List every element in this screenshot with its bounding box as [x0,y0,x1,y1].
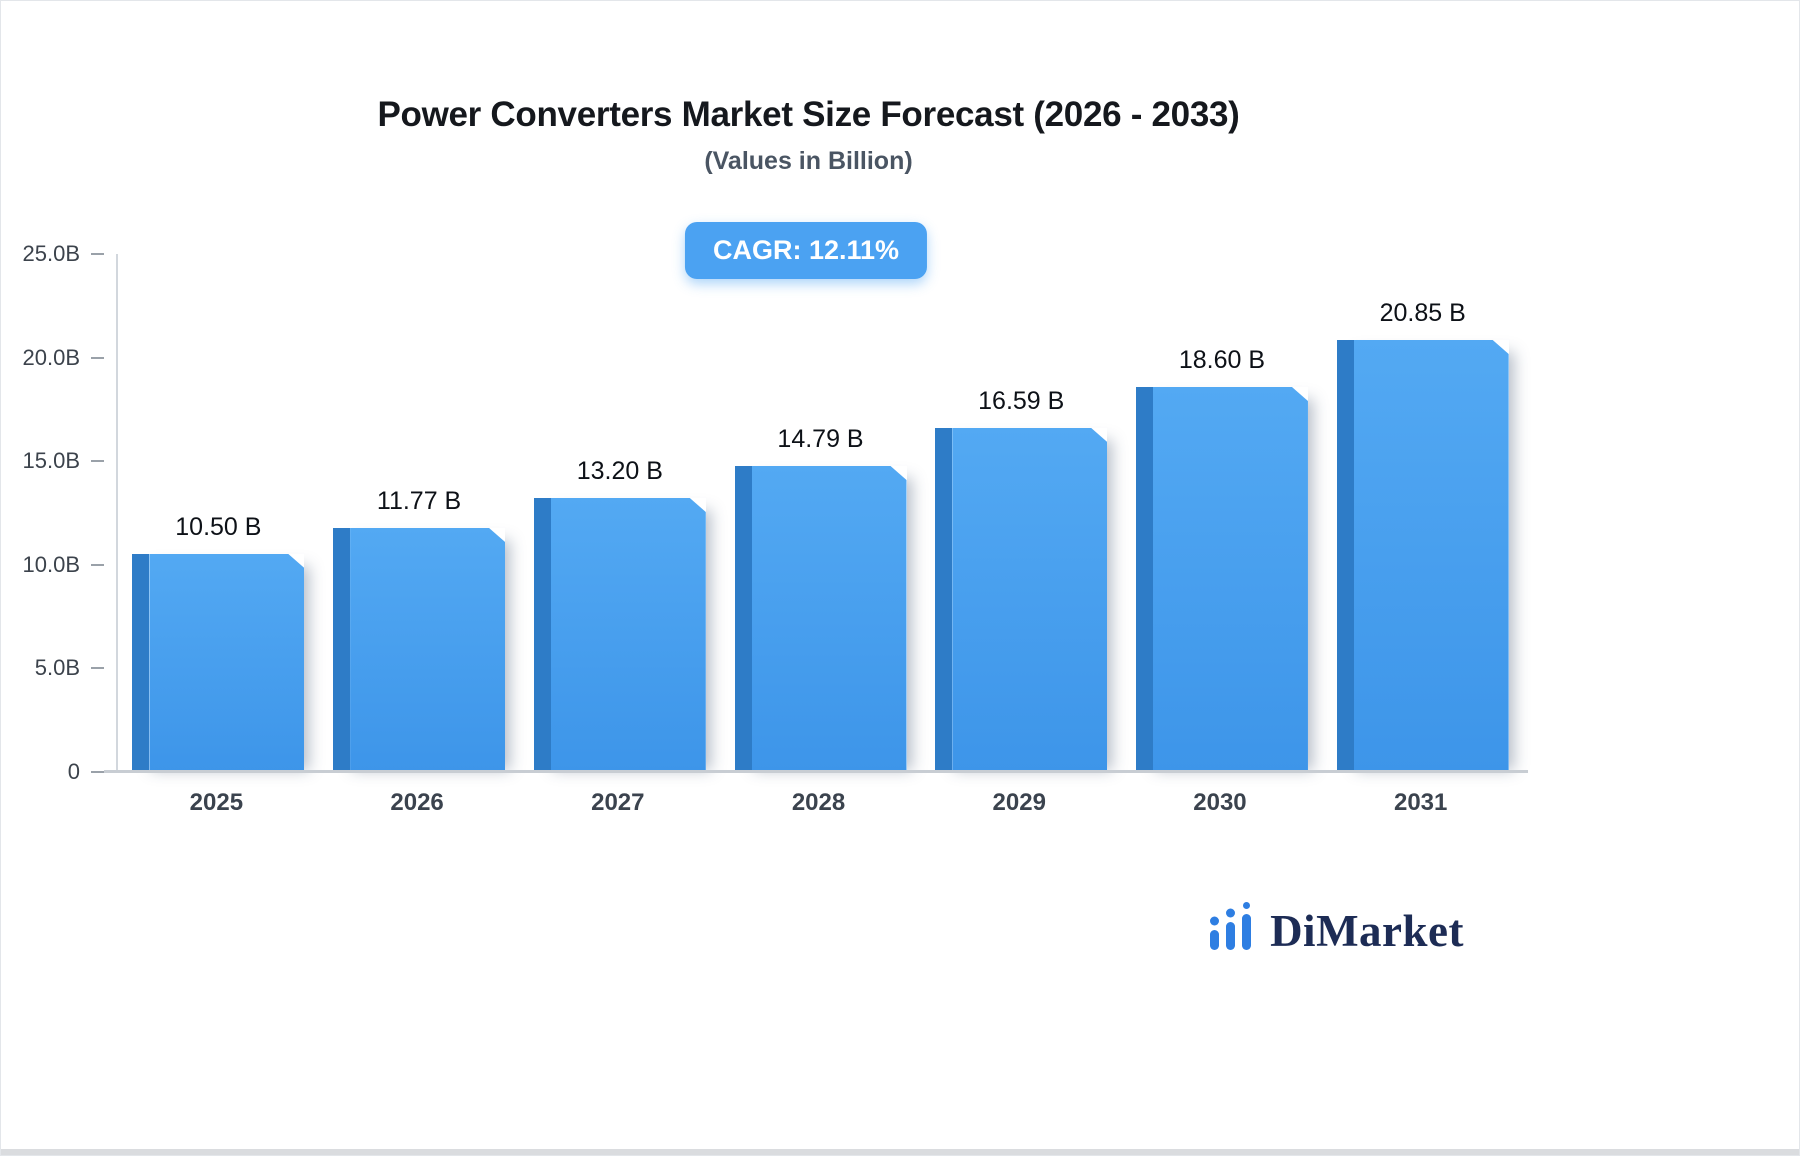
x-axis-label: 2025 [189,789,244,816]
bar-column: 11.77 B [319,254,520,772]
bar-value-label: 11.77 B [376,487,462,515]
bar [1336,340,1509,772]
bar-value-label: 16.59 B [978,387,1065,415]
y-tick-mark [91,253,104,255]
bar-side-edge [533,498,551,772]
x-axis-label: 2026 [390,789,444,816]
bar [132,554,304,772]
bar-face [149,554,304,772]
y-axis: 0 5.0B 10.0B 15.0B 20.0B 25.0B [1,241,114,784]
y-tick-mark [91,356,104,359]
bar-face [350,528,505,772]
bar-column: 10.50 B [118,254,319,772]
bars-container: 10.50 B 11.77 B 13.20 B 14.79 B 16.59 B 18.60… [118,254,1523,772]
bar [734,466,907,772]
chart-subtitle: (Values in Billion) [704,147,913,175]
bar-face [952,428,1107,772]
bar-column: 18.60 B [1122,254,1323,772]
x-axis-line [104,770,1528,773]
bar-face [1354,340,1509,772]
x-axis-label: 2029 [992,789,1046,816]
bar-side-edge [1336,340,1354,772]
bar-column: 20.85 B [1322,254,1523,772]
bar-face [752,466,907,772]
dimarket-logo: DiMarket [1206,902,1464,954]
y-tick-mark [91,771,104,773]
bar-side-edge [333,528,351,772]
bar-side-edge [1135,387,1153,772]
bar-column: 16.59 B [921,254,1122,772]
y-tick-mark [91,667,104,670]
y-tick-label: 0 [67,759,80,784]
bar [333,528,505,772]
bar-value-label: 18.60 B [1178,346,1266,374]
x-axis-label: 2031 [1393,789,1448,816]
y-tick-label: 10.0B [22,551,81,577]
bar-value-label: 20.85 B [1379,299,1466,327]
bar-value-label: 14.79 B [777,425,864,453]
bottom-edge-strip [1,1149,1799,1155]
x-axis-label: 2027 [591,789,645,816]
bar-face [1153,387,1308,772]
bar-face [551,498,706,772]
bar-side-edge [132,554,150,772]
y-tick-label: 25.0B [22,241,81,266]
y-tick-mark [91,460,104,463]
dimarket-logo-icon [1210,902,1252,950]
bar-side-edge [935,428,953,772]
plot-area: 10.50 B 11.77 B 13.20 B 14.79 B 16.59 B 18.60… [116,254,1523,772]
bar-side-edge [734,466,752,772]
bar-column: 13.20 B [519,254,720,772]
y-tick-label: 20.0B [22,344,81,370]
x-axis-label: 2030 [1193,789,1247,816]
bar [935,428,1107,772]
dimarket-logo-text: DiMarket [1270,906,1464,956]
y-tick-label: 15.0B [22,448,81,474]
bar-value-label: 13.20 B [576,457,663,485]
bar-column: 14.79 B [720,254,921,772]
y-tick-mark [91,563,104,566]
bar [533,498,706,772]
x-axis-label: 2028 [791,789,846,816]
bar-value-label: 10.50 B [175,513,262,541]
bar [1135,387,1308,772]
cagr-badge: CAGR: 12.11% [684,222,928,279]
y-tick-label: 5.0B [34,655,80,681]
x-axis-labels: 2025 2026 2027 2028 2029 2030 2031 [116,789,1521,817]
chart-title: Power Converters Market Size Forecast (2… [377,95,1240,134]
